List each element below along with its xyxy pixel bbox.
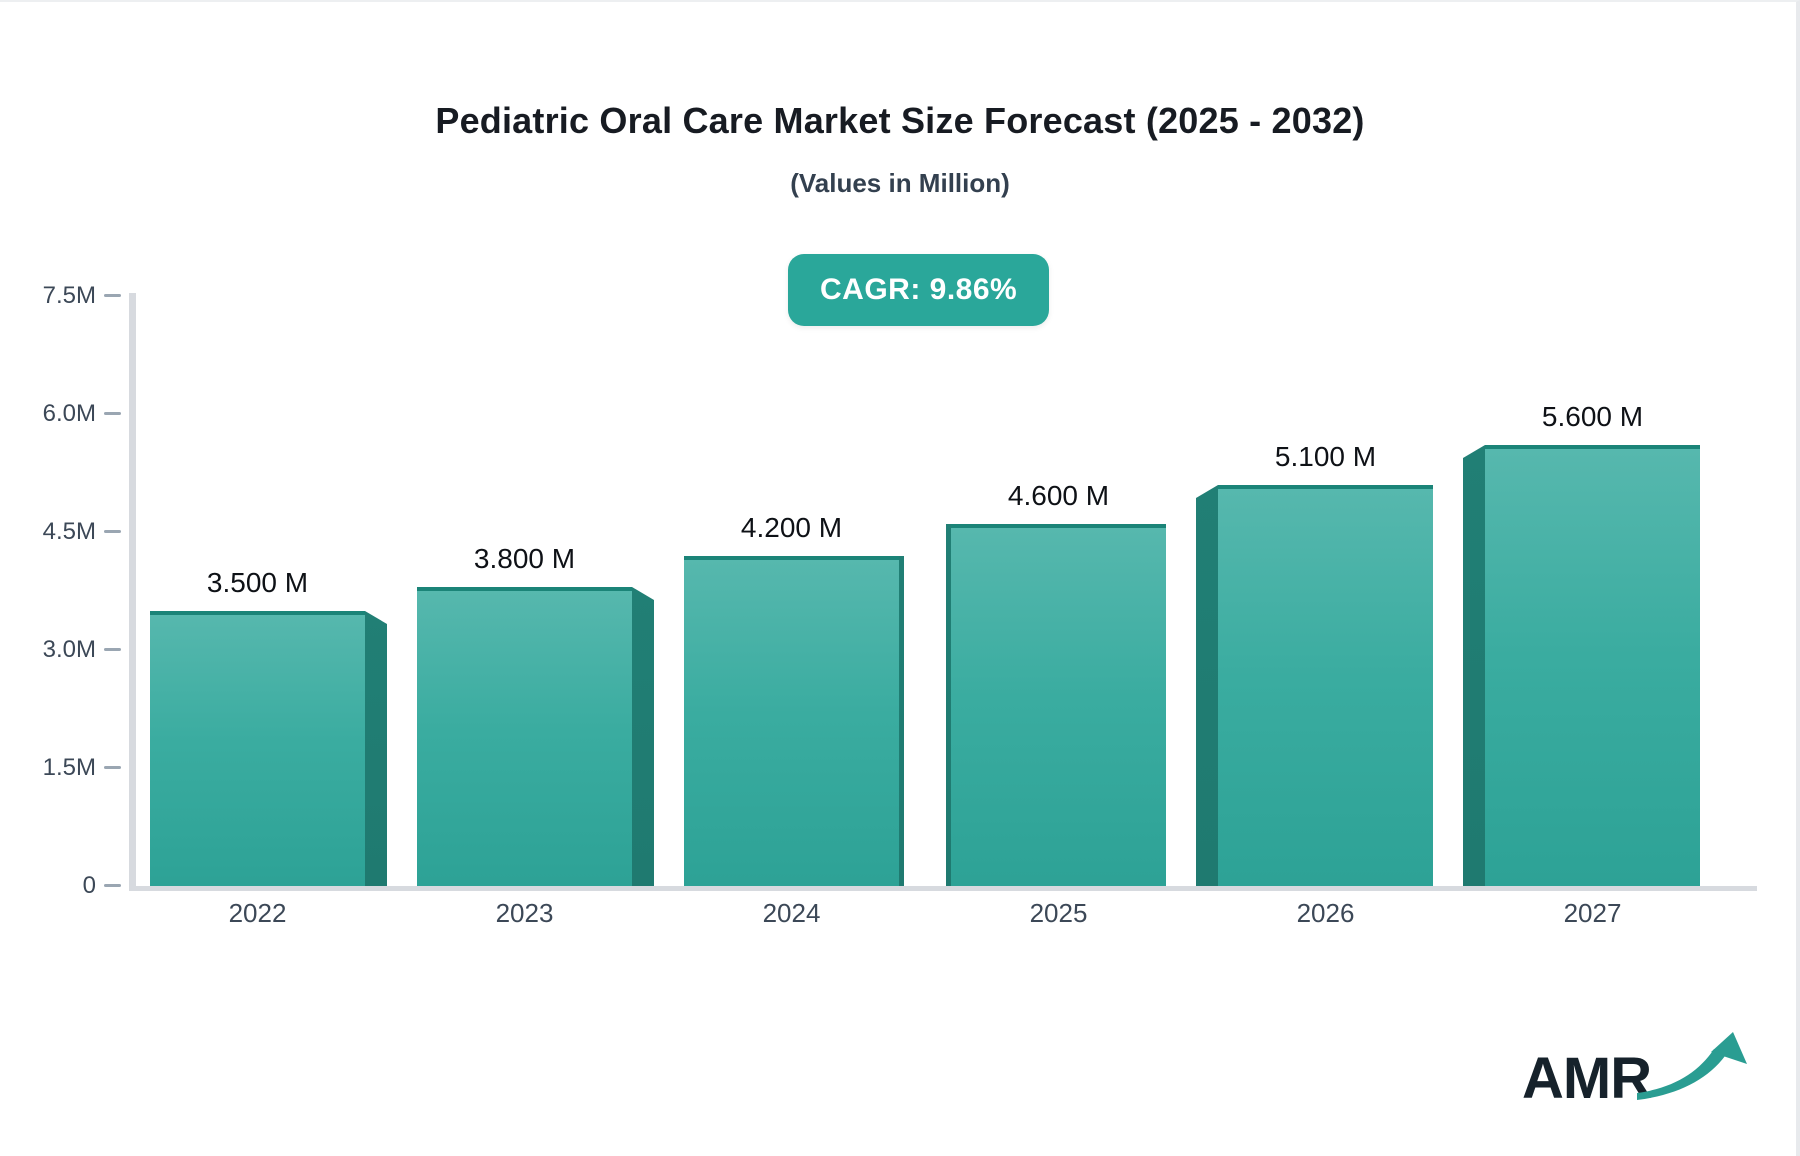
x-axis-line [129, 886, 1757, 891]
bar [150, 611, 365, 886]
bar [951, 524, 1166, 886]
bar [417, 587, 632, 886]
y-axis-tick-mark [104, 884, 121, 887]
cagr-badge: CAGR: 9.86% [788, 254, 1050, 326]
bar [684, 556, 899, 886]
y-axis-tick-label: 3.0M [42, 636, 96, 663]
bar-3d-side [632, 587, 654, 886]
y-axis-tick-label: 6.0M [42, 400, 96, 427]
x-axis-tick-label: 2024 [762, 898, 821, 928]
y-axis-tick-label: 4.5M [42, 518, 96, 545]
y-axis-tick-mark [104, 412, 121, 415]
chart-title: Pediatric Oral Care Market Size Forecast… [435, 100, 1365, 141]
bar-top-edge [417, 587, 632, 591]
bar-value-label: 3.500 M [206, 567, 309, 598]
bar-top-edge [684, 556, 899, 560]
y-axis-tick-label: 1.5M [42, 754, 96, 781]
amr-logo-text: AMR [1522, 1046, 1652, 1111]
bar-3d-side [365, 611, 387, 886]
bar-3d-side [1463, 445, 1485, 886]
bar-top-edge [1485, 445, 1700, 449]
y-axis-tick-mark [104, 648, 121, 651]
bar-3d-edge [946, 524, 951, 886]
bar-top-edge [150, 611, 365, 615]
x-axis-tick-label: 2025 [1029, 898, 1088, 928]
bar-value-label: 4.200 M [740, 512, 843, 543]
bar-value-label: 3.800 M [473, 543, 576, 574]
bar-value-label: 4.600 M [1007, 480, 1110, 511]
chart-subtitle: (Values in Million) [790, 168, 1010, 198]
amr-logo: AMR [1522, 1030, 1753, 1108]
bar-value-label: 5.100 M [1274, 441, 1377, 472]
y-axis-tick-mark [104, 766, 121, 769]
y-axis-line [129, 293, 136, 889]
bar-3d-edge [899, 556, 904, 886]
bar-top-edge [951, 524, 1166, 528]
bar [1485, 445, 1700, 886]
x-axis-tick-label: 2027 [1563, 898, 1622, 928]
y-axis-tick-mark [104, 530, 121, 533]
bar-value-label: 5.600 M [1541, 401, 1644, 432]
x-axis-tick-label: 2022 [228, 898, 287, 928]
bar-3d-side [1196, 485, 1218, 886]
bar-top-edge [1218, 485, 1433, 489]
y-axis-tick-label: 7.5M [42, 282, 96, 309]
x-axis-tick-label: 2023 [495, 898, 554, 928]
x-axis-tick-label: 2026 [1296, 898, 1355, 928]
y-axis-tick-label: 0 [82, 872, 96, 899]
y-axis-tick-mark [104, 294, 121, 297]
growth-arrow-icon [1637, 1032, 1748, 1100]
bar [1218, 485, 1433, 886]
